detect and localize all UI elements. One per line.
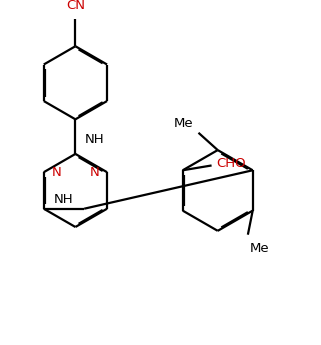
Text: CHO: CHO <box>216 157 246 170</box>
Text: NH: NH <box>54 193 74 206</box>
Text: N: N <box>51 166 61 179</box>
Text: NH: NH <box>85 133 105 146</box>
Text: N: N <box>90 166 100 179</box>
Text: CN: CN <box>66 0 85 12</box>
Text: Me: Me <box>250 241 269 255</box>
Text: Me: Me <box>174 117 194 130</box>
